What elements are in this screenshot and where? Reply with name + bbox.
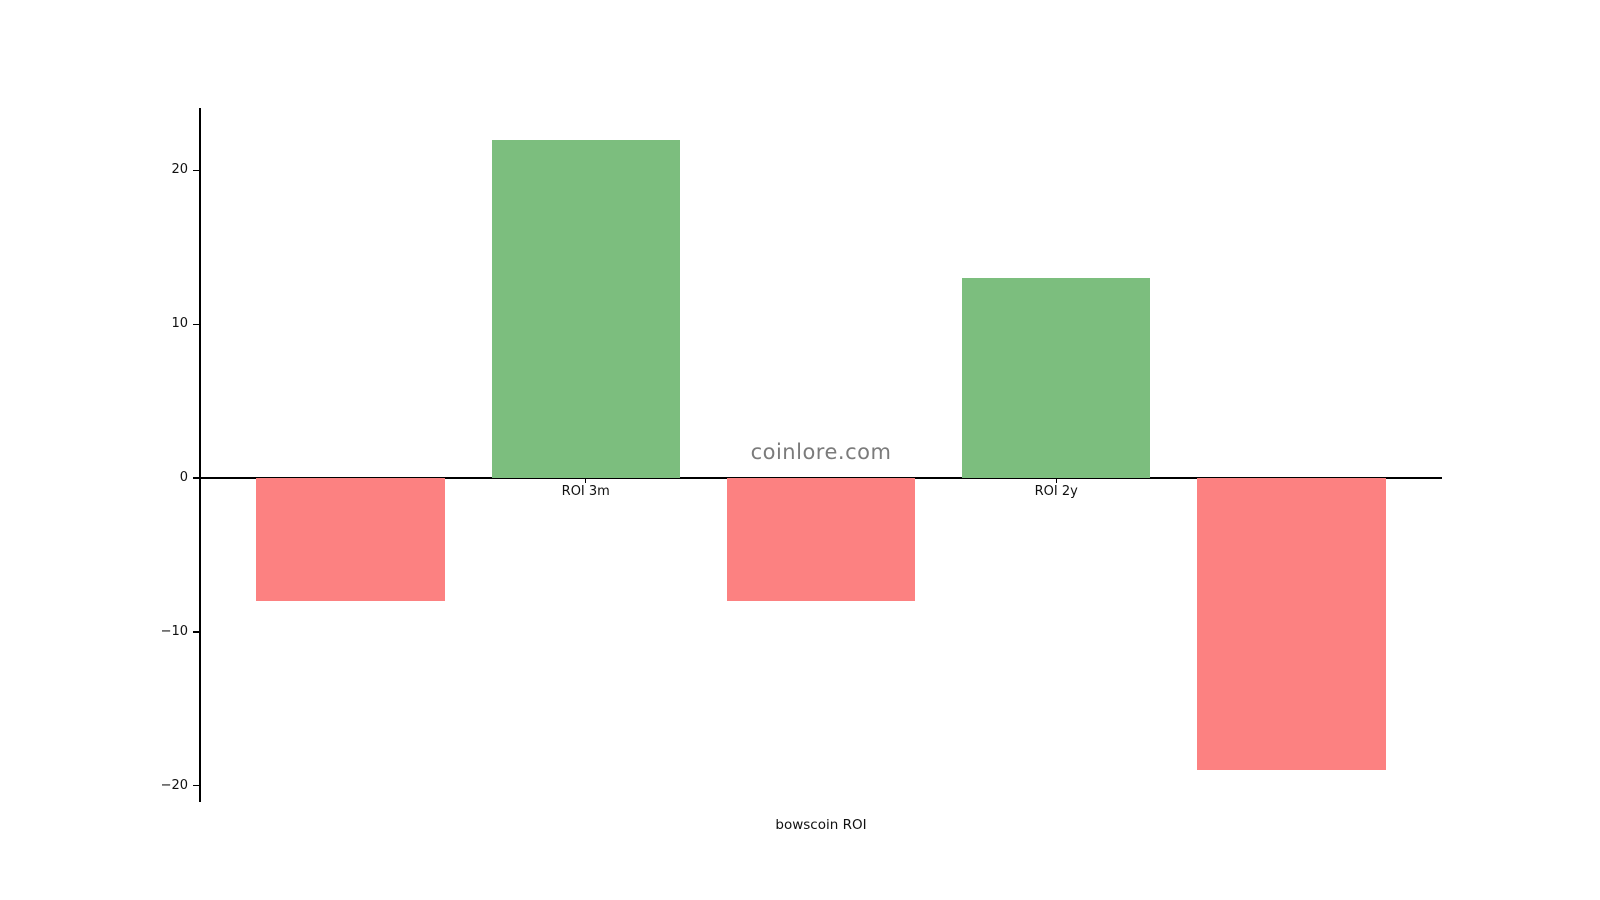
- chart-bar-1: [491, 139, 680, 479]
- x-tick-label: ROI 3m: [561, 484, 610, 500]
- chart-bar-0: [256, 478, 445, 602]
- chart-bar-4: [1197, 478, 1386, 771]
- y-tick-label: 10: [171, 316, 188, 332]
- x-tick-label: ROI 2y: [1034, 484, 1078, 500]
- y-axis-spine: [199, 108, 201, 802]
- chart-bar-3: [962, 278, 1151, 479]
- plot-area: 20 10 0 −10 −20 ROI 3m ROI 2y coinlore.com: [161, 108, 1442, 802]
- y-tick-label: 20: [171, 162, 188, 178]
- chart-title: bowscoin ROI: [775, 817, 867, 833]
- x-tick-mark: [585, 478, 587, 484]
- y-tick-label: −10: [160, 623, 188, 639]
- watermark-text: coinlore.com: [750, 440, 892, 464]
- y-tick-mark: [193, 323, 200, 325]
- x-axis-zero-line: [200, 477, 1442, 479]
- x-tick-mark: [1055, 478, 1057, 484]
- y-tick-label: 0: [179, 470, 188, 486]
- chart-bar-2: [726, 478, 916, 602]
- y-tick-mark: [193, 631, 200, 633]
- y-tick-mark: [193, 477, 200, 479]
- y-tick-mark: [193, 785, 200, 787]
- y-tick-mark: [193, 169, 200, 171]
- y-tick-label: −20: [160, 777, 188, 793]
